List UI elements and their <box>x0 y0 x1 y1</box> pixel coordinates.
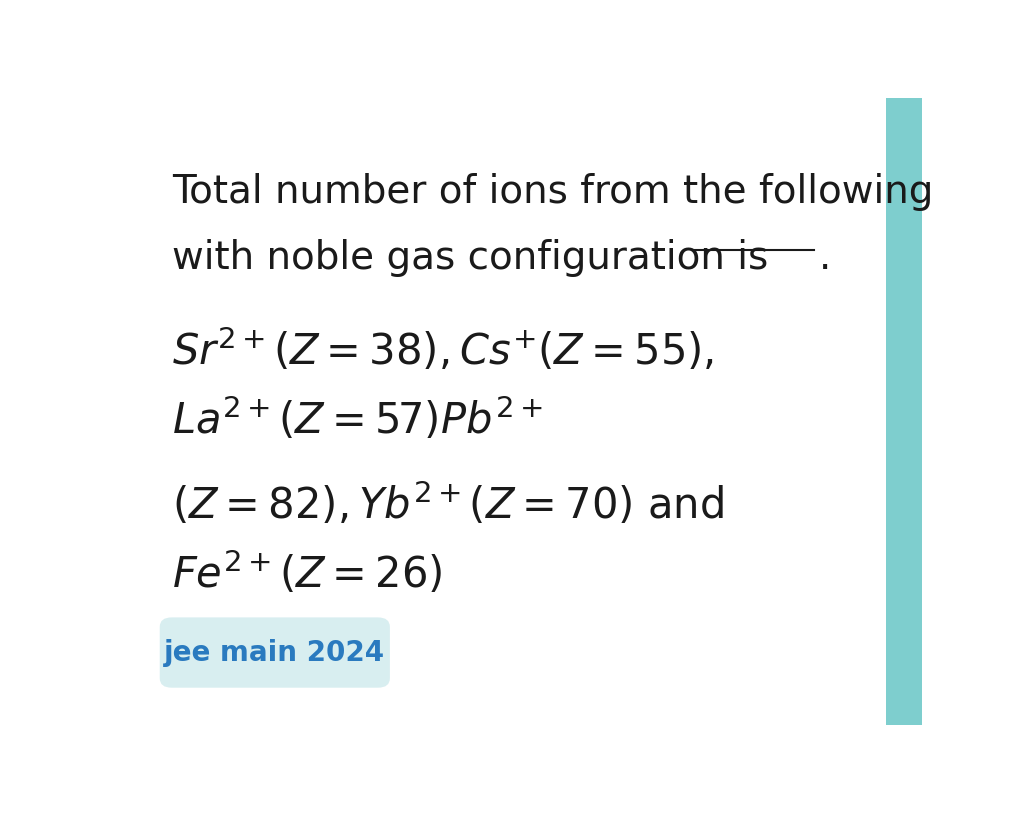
Text: .: . <box>818 239 830 277</box>
FancyBboxPatch shape <box>886 98 922 725</box>
Text: $Fe^{2+}(Z = 26)$: $Fe^{2+}(Z = 26)$ <box>172 549 442 597</box>
Text: jee main 2024: jee main 2024 <box>164 639 385 667</box>
Text: with noble gas configuration is: with noble gas configuration is <box>172 239 768 277</box>
FancyBboxPatch shape <box>160 618 390 688</box>
Text: $La^{2+}(Z = 57)Pb^{2+}$: $La^{2+}(Z = 57)Pb^{2+}$ <box>172 396 543 443</box>
Text: $(Z = 82), Yb^{2+}(Z = 70)$ and: $(Z = 82), Yb^{2+}(Z = 70)$ and <box>172 481 723 528</box>
Text: $Sr^{2+}(Z = 38), Cs^{+}(Z = 55),$: $Sr^{2+}(Z = 38), Cs^{+}(Z = 55),$ <box>172 327 714 374</box>
Text: Total number of ions from the following: Total number of ions from the following <box>172 173 933 211</box>
